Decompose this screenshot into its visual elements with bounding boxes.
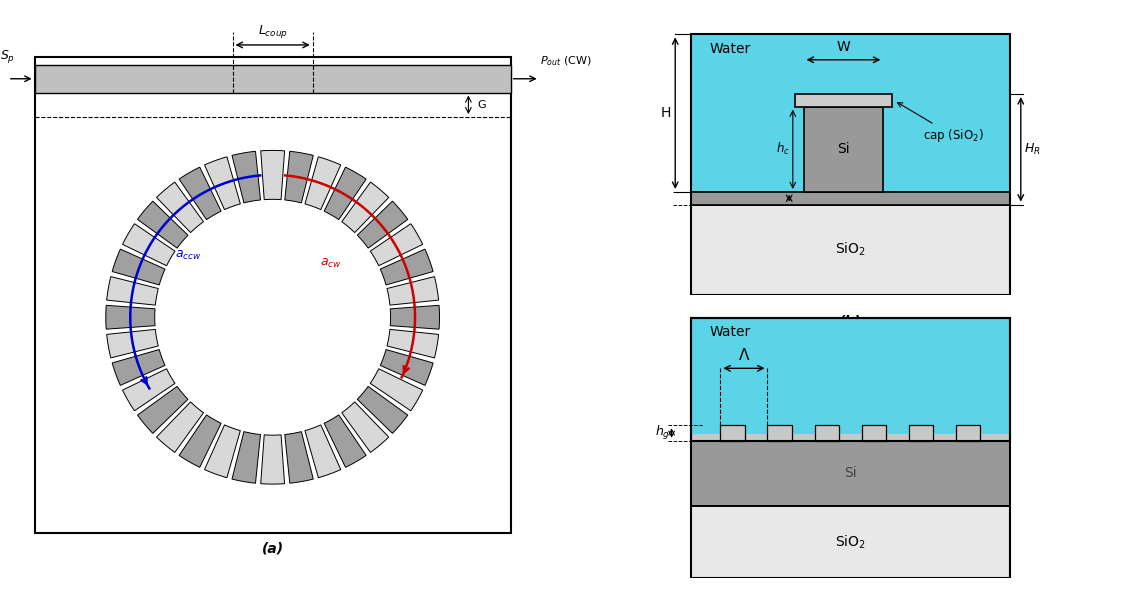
Text: $H_s$: $H_s$ — [771, 191, 786, 206]
Text: Water: Water — [710, 42, 751, 56]
Polygon shape — [179, 167, 222, 219]
Text: (b): (b) — [840, 315, 862, 329]
Bar — [861, 425, 886, 441]
Text: $a_{ccw}$: $a_{ccw}$ — [175, 248, 201, 261]
Polygon shape — [381, 349, 433, 385]
Polygon shape — [304, 425, 341, 478]
Polygon shape — [260, 435, 285, 484]
Bar — [692, 192, 1010, 205]
Polygon shape — [342, 182, 389, 232]
Text: cap ($\mathregular{SiO_2}$): cap ($\mathregular{SiO_2}$) — [897, 103, 984, 145]
Polygon shape — [107, 329, 158, 358]
Bar — [692, 317, 1010, 441]
Polygon shape — [106, 305, 154, 329]
Polygon shape — [358, 201, 408, 248]
Text: $H_R$: $H_R$ — [1025, 142, 1041, 157]
Text: $\mathregular{SiO_2}$: $\mathregular{SiO_2}$ — [835, 533, 866, 550]
Polygon shape — [370, 224, 423, 266]
Polygon shape — [342, 402, 389, 453]
Bar — [34, 65, 511, 93]
Polygon shape — [123, 224, 175, 266]
Text: $\Lambda$: $\Lambda$ — [737, 347, 750, 363]
Text: Si: Si — [837, 142, 850, 156]
Polygon shape — [204, 157, 241, 209]
Bar — [692, 434, 1010, 441]
Bar — [768, 425, 792, 441]
Polygon shape — [179, 415, 222, 467]
Polygon shape — [285, 432, 314, 483]
Bar — [692, 441, 1010, 506]
Polygon shape — [232, 432, 260, 483]
Bar — [692, 192, 1010, 205]
Text: $P_{out}$ (CW): $P_{out}$ (CW) — [540, 54, 592, 68]
Bar — [794, 94, 893, 107]
Polygon shape — [324, 415, 366, 467]
Bar — [692, 441, 1010, 506]
Bar — [692, 34, 1010, 295]
Text: H: H — [660, 106, 671, 120]
Bar — [815, 425, 840, 441]
Polygon shape — [123, 369, 175, 411]
Polygon shape — [381, 249, 433, 285]
Polygon shape — [387, 277, 438, 305]
Polygon shape — [157, 402, 203, 453]
Bar — [955, 425, 980, 441]
Text: (a): (a) — [261, 542, 284, 556]
Polygon shape — [137, 386, 187, 434]
Text: $a_{cw}$: $a_{cw}$ — [319, 257, 341, 270]
Polygon shape — [391, 305, 440, 329]
Text: W: W — [836, 40, 851, 54]
Polygon shape — [304, 157, 341, 209]
Text: $\mathregular{SiO_2}$: $\mathregular{SiO_2}$ — [835, 241, 866, 258]
Text: $L_{coup}$: $L_{coup}$ — [258, 22, 287, 40]
Polygon shape — [107, 277, 158, 305]
Polygon shape — [370, 369, 423, 411]
Bar — [909, 425, 933, 441]
Polygon shape — [387, 329, 438, 358]
Bar — [692, 317, 1010, 441]
Polygon shape — [112, 349, 165, 385]
Text: $S_p$: $S_p$ — [0, 48, 16, 65]
Bar — [692, 317, 1010, 578]
Text: $h_c$: $h_c$ — [776, 141, 790, 158]
Polygon shape — [157, 182, 203, 232]
Bar — [692, 205, 1010, 295]
Polygon shape — [112, 249, 165, 285]
Polygon shape — [324, 167, 366, 219]
Text: G: G — [477, 100, 486, 110]
Bar — [692, 34, 1010, 192]
Polygon shape — [285, 151, 314, 203]
Polygon shape — [204, 425, 241, 478]
Bar — [34, 57, 511, 533]
Text: Water: Water — [710, 325, 751, 339]
Bar — [692, 506, 1010, 578]
Bar — [803, 107, 884, 192]
Text: $h_g$: $h_g$ — [654, 424, 670, 442]
Polygon shape — [260, 150, 285, 199]
Polygon shape — [232, 151, 260, 203]
Polygon shape — [137, 201, 187, 248]
Polygon shape — [358, 386, 408, 434]
Bar — [720, 425, 745, 441]
Text: Si: Si — [844, 466, 857, 480]
